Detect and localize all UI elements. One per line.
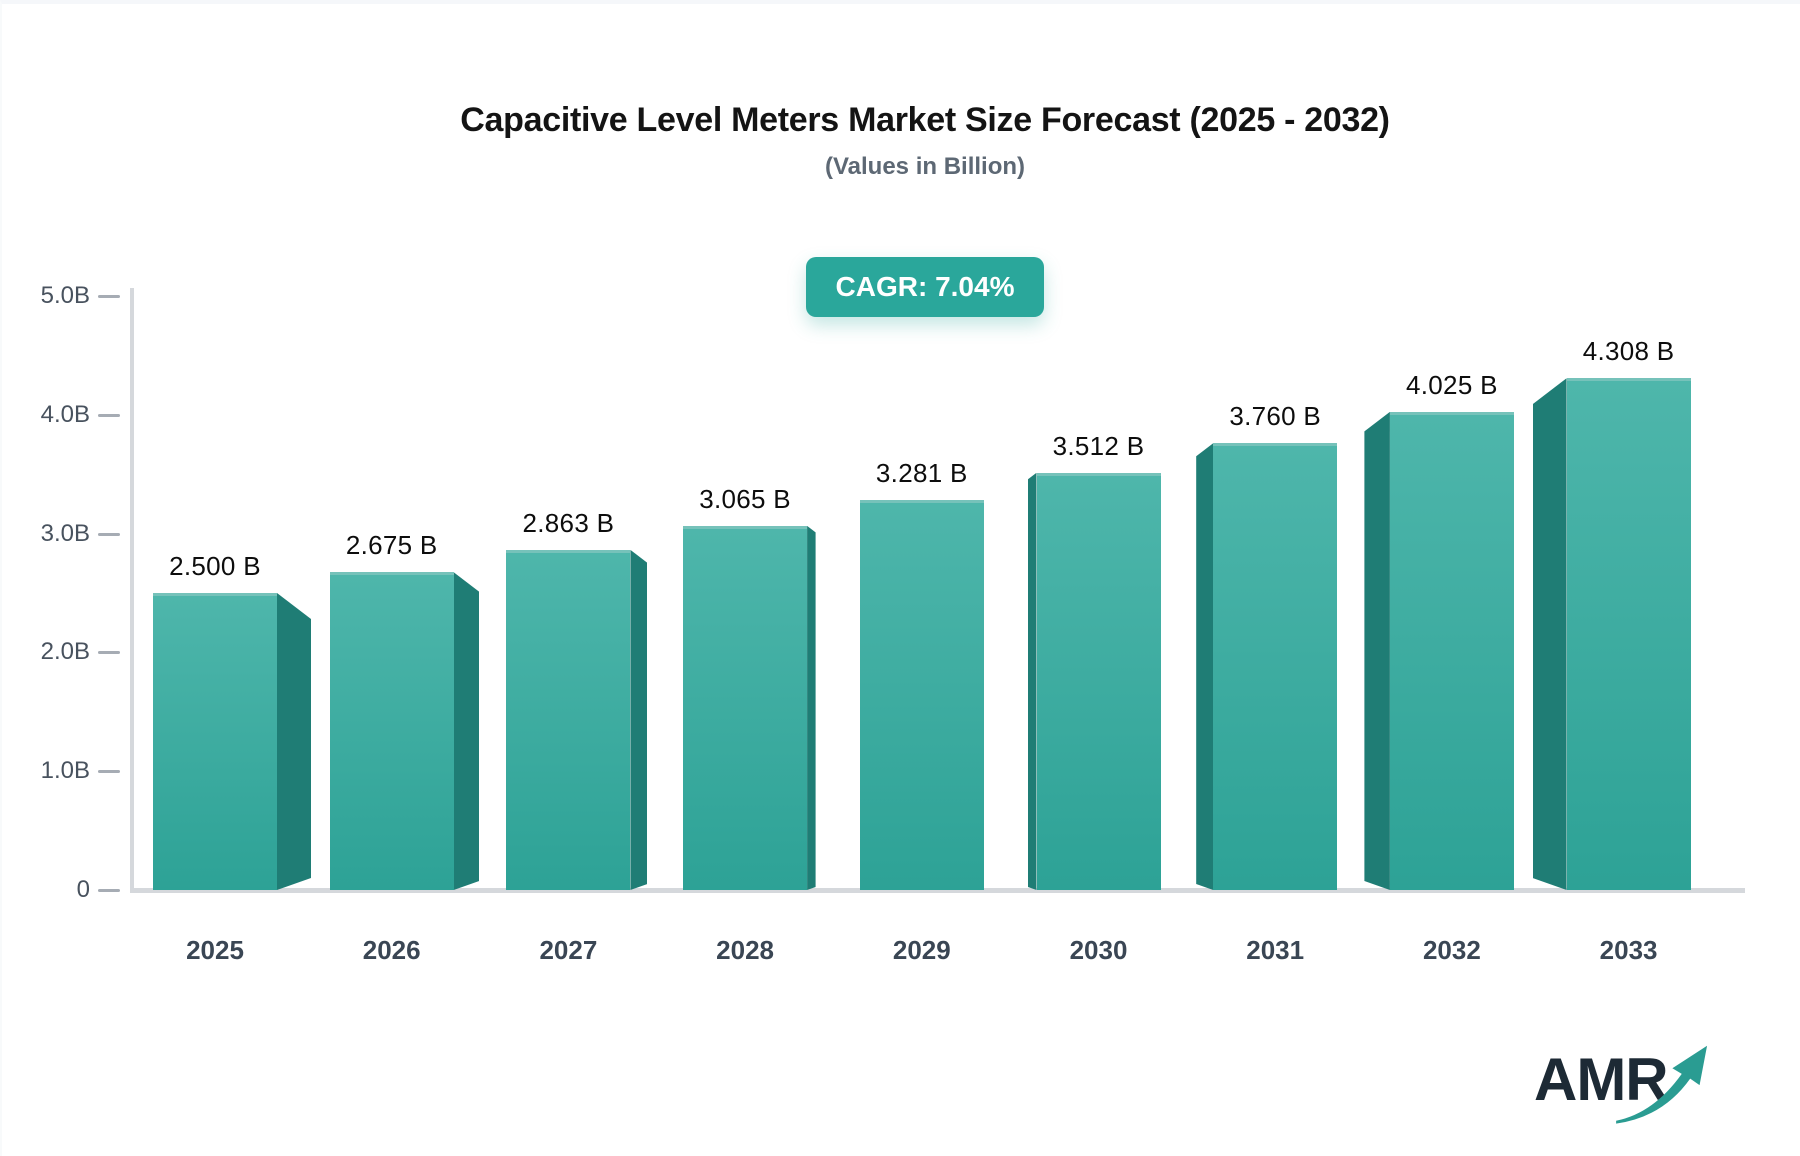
bar-value-label: 2.863 B <box>522 507 615 538</box>
bar-value-label: 3.281 B <box>875 458 968 489</box>
bar-3d-side <box>277 593 311 890</box>
bar-value-label: 4.308 B <box>1582 336 1675 367</box>
amr-logo-text: AMR <box>1534 1046 1669 1113</box>
chart-title: Capacitive Level Meters Market Size Fore… <box>460 101 1390 139</box>
bar-3d-side <box>1196 443 1213 890</box>
bar-value-label: 3.512 B <box>1052 430 1145 461</box>
bar <box>329 572 454 890</box>
bar-value-label: 3.065 B <box>699 483 791 514</box>
bar-value-label: 4.025 B <box>1406 369 1498 400</box>
bar-3d-side <box>1533 378 1567 890</box>
bar <box>506 549 631 890</box>
y-axis-tick <box>98 413 120 417</box>
y-axis-tick <box>98 295 120 298</box>
bar-3d-side <box>630 550 647 890</box>
x-axis-label: 2029 <box>892 935 951 965</box>
bar <box>1213 443 1338 890</box>
x-axis-label: 2030 <box>1069 935 1128 965</box>
bar-value-label: 2.675 B <box>345 530 438 561</box>
chart-subtitle: (Values in Billion) <box>824 153 1026 180</box>
y-axis-tick-label: 0 <box>76 876 90 903</box>
y-axis-tick <box>98 532 120 536</box>
bar-chart-plot: 0 1.0B 2.0B 3.0B 4.0B 5.0B 2.500 B 2025 2.675 B 2… <box>2 4 1800 1156</box>
y-axis-tick-label: 4.0B <box>40 400 90 428</box>
y-axis-line <box>130 288 134 892</box>
y-axis-tick <box>98 651 120 655</box>
bar-value-label: 2.500 B <box>169 551 261 581</box>
x-axis-label: 2033 <box>1599 935 1658 965</box>
bar <box>153 593 277 890</box>
bar <box>859 500 984 890</box>
growth-arrow-icon <box>1616 1045 1708 1124</box>
bar-3d-side <box>454 572 480 890</box>
amr-logo: AMR <box>1534 1040 1724 1136</box>
x-axis-label: 2025 <box>186 935 244 965</box>
x-axis-label: 2028 <box>716 935 775 965</box>
y-axis-tick-label: 3.0B <box>40 519 90 547</box>
y-axis-tick <box>98 770 120 774</box>
y-axis-tick-label: 5.0B <box>40 282 90 309</box>
x-axis-label: 2027 <box>539 935 598 965</box>
chart-header: Capacitive Level Meters Market Size Fore… <box>2 4 1800 317</box>
y-axis-tick-label: 1.0B <box>40 757 90 785</box>
y-axis-tick-label: 2.0B <box>40 638 90 666</box>
y-axis-tick <box>98 889 120 892</box>
x-axis-label: 2026 <box>362 935 421 965</box>
bar <box>1566 378 1691 890</box>
bar <box>1036 472 1161 890</box>
bar-3d-side <box>1364 412 1390 890</box>
x-axis-label: 2032 <box>1422 935 1481 965</box>
cagr-badge: CAGR: 7.04% <box>805 257 1045 317</box>
bar <box>683 525 808 890</box>
x-axis-label: 2031 <box>1246 935 1305 965</box>
bar <box>1389 411 1514 890</box>
bar-3d-side <box>1028 473 1037 890</box>
bar-3d-side <box>807 526 816 890</box>
x-axis-line <box>130 888 1745 893</box>
bar-value-label: 3.760 B <box>1229 401 1322 432</box>
